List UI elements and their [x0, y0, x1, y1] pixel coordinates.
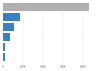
- Bar: [3, 23, 14, 31]
- Bar: [3, 3, 89, 11]
- Bar: [3, 43, 5, 51]
- Bar: [3, 53, 5, 61]
- Bar: [3, 13, 20, 21]
- Bar: [3, 33, 10, 41]
